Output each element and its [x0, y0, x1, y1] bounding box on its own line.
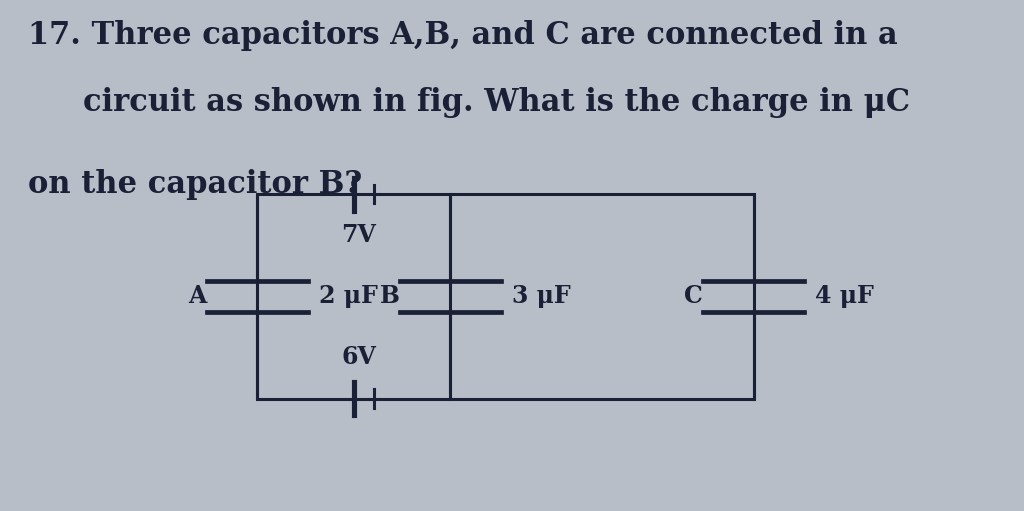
Text: 17. Three capacitors A,B, and C are connected in a: 17. Three capacitors A,B, and C are conn…	[28, 20, 897, 52]
Text: on the capacitor B?: on the capacitor B?	[28, 169, 361, 200]
Text: circuit as shown in fig. What is the charge in μC: circuit as shown in fig. What is the cha…	[83, 87, 910, 118]
Text: 2 μF: 2 μF	[318, 285, 378, 308]
Text: 7V: 7V	[341, 223, 376, 247]
Text: A: A	[188, 285, 207, 308]
Text: 3 μF: 3 μF	[512, 285, 570, 308]
Text: 4 μF: 4 μF	[815, 285, 874, 308]
Text: B: B	[380, 285, 399, 308]
Text: 6V: 6V	[341, 345, 376, 369]
Text: C: C	[684, 285, 703, 308]
